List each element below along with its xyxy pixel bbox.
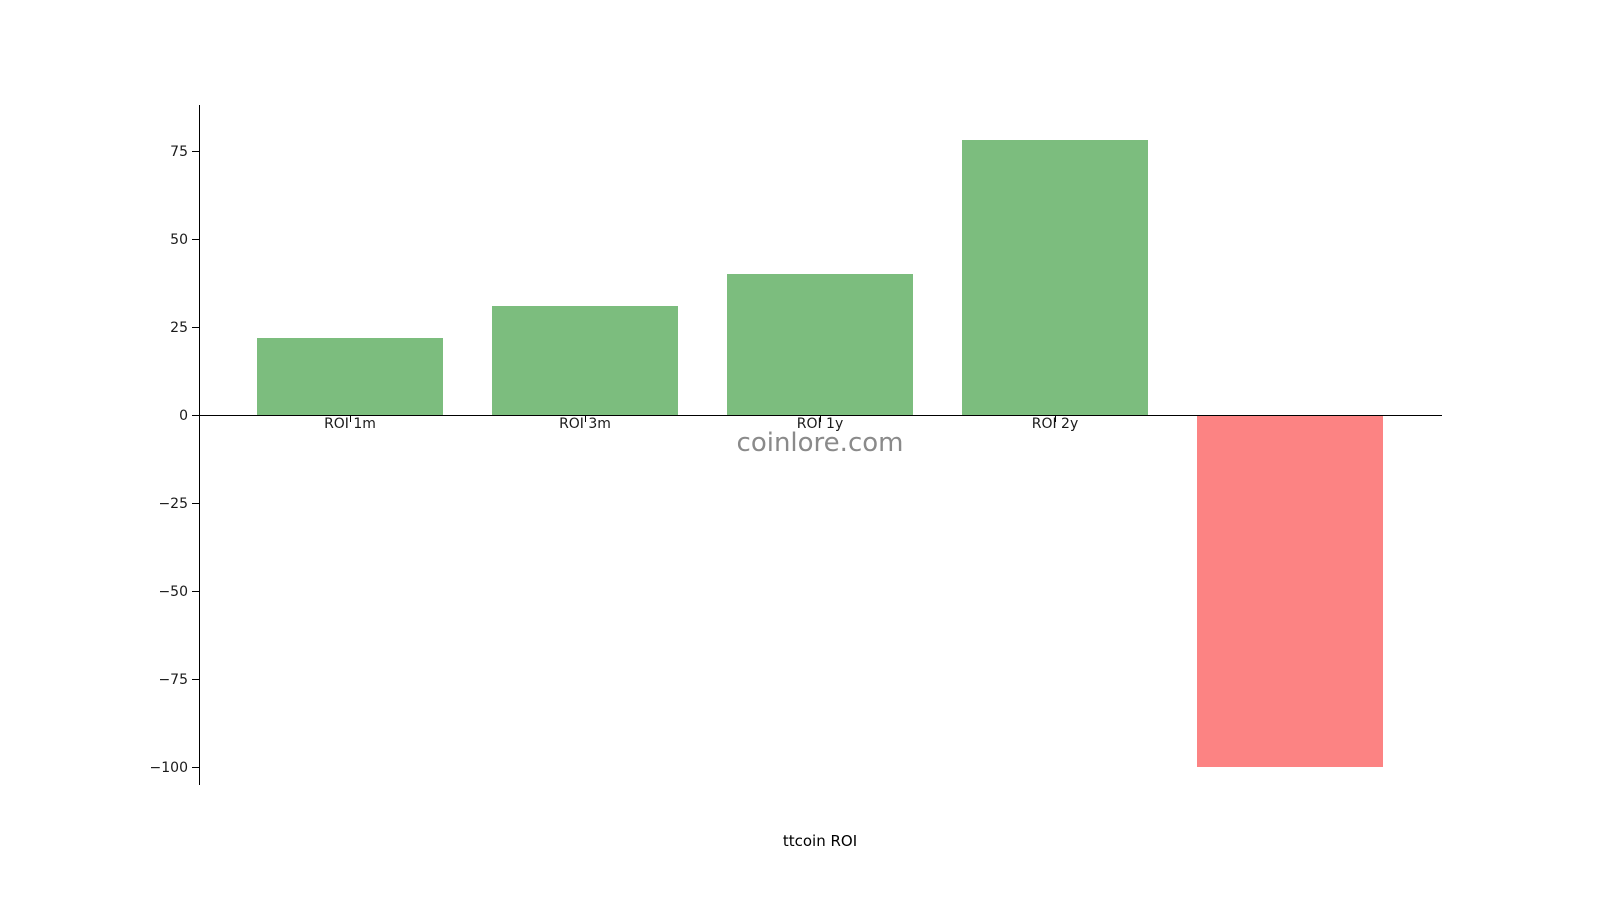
x-axis-line [199, 415, 1442, 416]
y-tick-mark [192, 327, 199, 328]
chart-caption: ttcoin ROI [782, 832, 858, 850]
y-tick-label: −100 [149, 759, 188, 776]
y-tick-mark [192, 503, 199, 504]
bar-roi-1m [257, 337, 443, 415]
x-tick-mark [585, 415, 586, 422]
x-tick-label: ROI 1y [796, 416, 844, 432]
x-tick-label: ROI 3m [559, 416, 611, 432]
y-tick-label: 50 [170, 231, 188, 248]
bar-roi-3m [492, 305, 678, 415]
y-tick-mark [192, 767, 199, 768]
y-tick-mark [192, 151, 199, 152]
y-tick-mark [192, 679, 199, 680]
x-tick-mark [1055, 415, 1056, 422]
y-tick-label: −50 [158, 583, 188, 600]
bar-negative [1197, 415, 1383, 767]
y-tick-mark [192, 239, 199, 240]
y-tick-label: 75 [170, 143, 188, 160]
y-tick-label: 0 [179, 407, 188, 424]
x-tick-mark [350, 415, 351, 422]
y-tick-label: −75 [158, 671, 188, 688]
y-axis-line [199, 105, 200, 785]
y-tick-label: 25 [170, 319, 188, 336]
bar-roi-2y [962, 140, 1148, 415]
watermark-text: coinlore.com [736, 428, 904, 458]
bar-roi-1y [727, 274, 913, 415]
x-tick-label: ROI 2y [1031, 416, 1079, 432]
y-tick-mark [192, 591, 199, 592]
x-tick-label: ROI 1m [324, 416, 376, 432]
y-tick-label: −25 [158, 495, 188, 512]
y-tick-mark [192, 415, 199, 416]
x-tick-mark [820, 415, 821, 422]
